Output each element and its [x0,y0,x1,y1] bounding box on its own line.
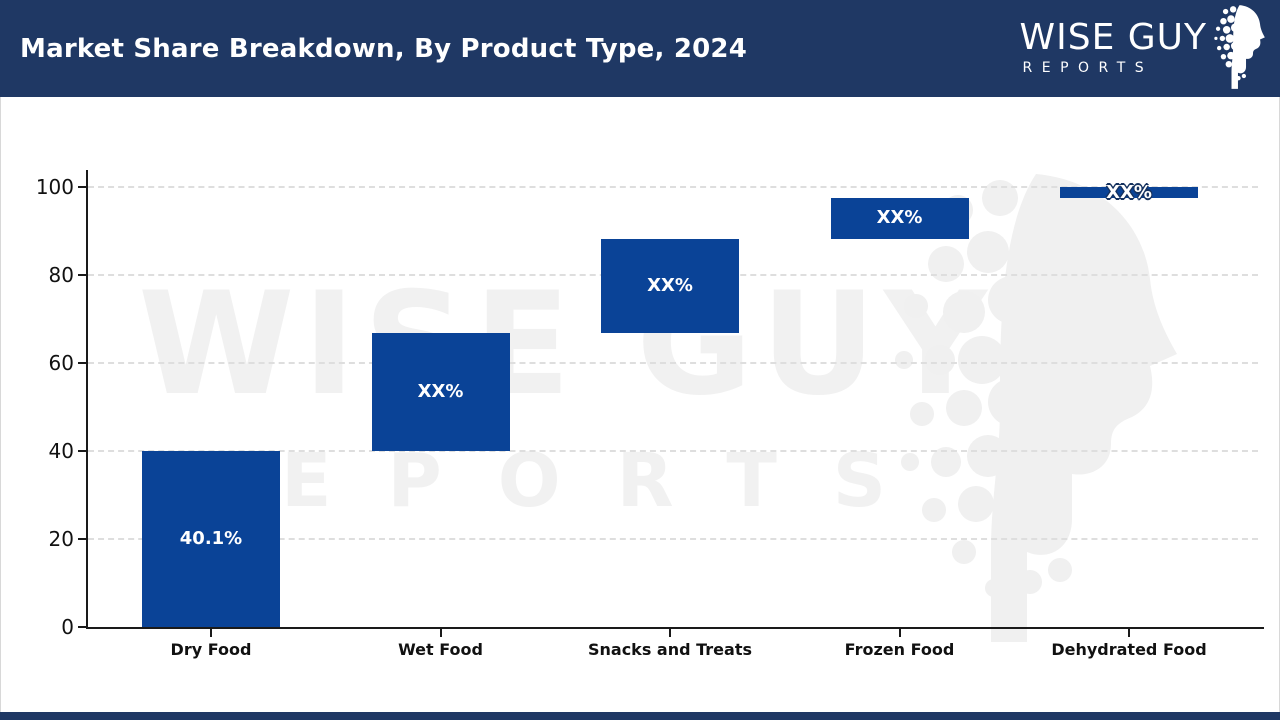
x-axis-spine [86,627,1264,629]
y-tick [78,538,86,540]
bar-segment [142,450,280,627]
y-tick [78,626,86,628]
header-bar: Market Share Breakdown, By Product Type,… [0,0,1280,97]
x-axis-label: Frozen Food [844,640,955,659]
bar-value-label: XX% [1106,181,1152,203]
x-axis-label: Dry Food [170,640,252,659]
y-axis-spine [86,170,88,629]
x-axis-label: Wet Food [398,640,483,659]
x-tick [898,629,901,637]
y-tick [78,186,86,188]
y-tick [78,450,86,452]
footer-bar [0,712,1280,720]
logo-line1: WISE GUY [1019,17,1207,58]
wise-guy-logo: WISE GUY REPORTS [1020,4,1267,90]
y-tick-label: 40 [48,439,74,463]
gridline [88,450,1258,452]
page-title: Market Share Breakdown, By Product Type,… [20,33,747,64]
logo-head-icon [1211,4,1266,90]
y-tick-label: 20 [48,527,74,551]
y-tick-label: 0 [61,615,74,639]
x-tick [1128,629,1130,637]
x-tick [439,629,442,637]
bar-value-label: XX% [876,207,923,229]
bar-segment [371,333,510,451]
x-axis-label: Dehydrated Food [1051,640,1207,659]
y-tick [78,362,86,364]
x-tick [210,629,212,637]
x-tick [669,629,671,637]
y-tick [78,274,86,276]
bar-value-label: XX% [647,275,693,296]
bar-value-label: XX% [417,380,464,402]
logo-line2: REPORTS [1022,60,1154,76]
logo-wordmark: WISE GUY REPORTS [1019,17,1208,77]
gridline [88,362,1258,364]
bar-segment [601,238,739,334]
y-tick-label: 100 [35,175,74,199]
y-tick-label: 60 [48,351,74,375]
bar-value-label: 40.1% [179,527,243,549]
x-axis-label: Snacks and Treats [587,640,752,659]
y-tick-label: 80 [48,263,74,287]
gridline [88,538,1258,540]
gridline [88,186,1258,188]
